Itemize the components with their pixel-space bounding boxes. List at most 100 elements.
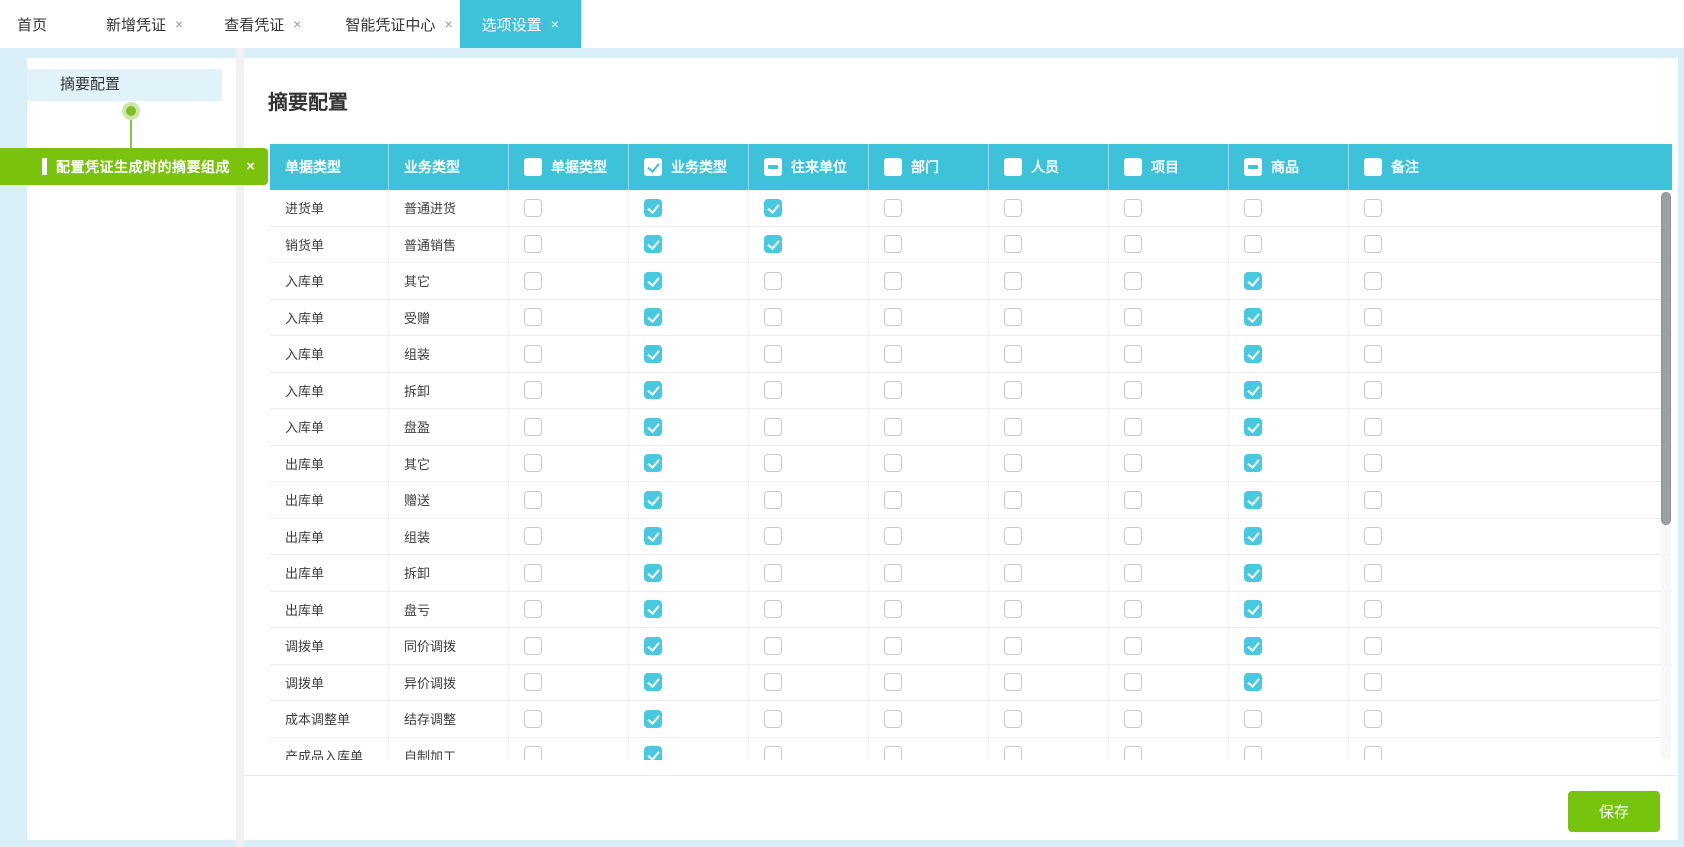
row-checkbox-备注[interactable]	[1364, 490, 1382, 509]
row-checkbox-部门[interactable]	[884, 417, 902, 436]
row-checkbox-备注[interactable]	[1364, 271, 1382, 290]
row-checkbox-业务类型[interactable]	[644, 563, 662, 582]
row-checkbox-备注[interactable]	[1364, 527, 1382, 546]
row-checkbox-往来单位[interactable]	[764, 271, 782, 290]
row-checkbox-备注[interactable]	[1364, 381, 1382, 400]
row-checkbox-往来单位[interactable]	[764, 563, 782, 582]
row-checkbox-商品[interactable]	[1244, 308, 1262, 327]
row-checkbox-项目[interactable]	[1124, 308, 1142, 327]
row-checkbox-单据类型[interactable]	[524, 344, 542, 363]
header-checkbox-项目[interactable]	[1124, 158, 1142, 176]
row-checkbox-部门[interactable]	[884, 600, 902, 619]
row-checkbox-项目[interactable]	[1124, 271, 1142, 290]
row-checkbox-业务类型[interactable]	[644, 490, 662, 509]
row-checkbox-商品[interactable]	[1244, 454, 1262, 473]
row-checkbox-人员[interactable]	[1004, 490, 1022, 509]
row-checkbox-部门[interactable]	[884, 235, 902, 254]
row-checkbox-单据类型[interactable]	[524, 563, 542, 582]
row-checkbox-备注[interactable]	[1364, 198, 1382, 217]
row-checkbox-单据类型[interactable]	[524, 381, 542, 400]
row-checkbox-部门[interactable]	[884, 527, 902, 546]
header-checkbox-部门[interactable]	[884, 158, 902, 176]
tab-选项设置[interactable]: 选项设置 ×	[459, 0, 581, 48]
tab-close-icon[interactable]: ×	[444, 16, 453, 32]
row-checkbox-部门[interactable]	[884, 344, 902, 363]
row-checkbox-商品[interactable]	[1244, 198, 1262, 217]
row-checkbox-往来单位[interactable]	[764, 600, 782, 619]
row-checkbox-项目[interactable]	[1124, 198, 1142, 217]
row-checkbox-往来单位[interactable]	[764, 527, 782, 546]
row-checkbox-人员[interactable]	[1004, 417, 1022, 436]
row-checkbox-人员[interactable]	[1004, 308, 1022, 327]
sidebar-item-summary-config[interactable]: 摘要配置	[27, 69, 222, 101]
row-checkbox-人员[interactable]	[1004, 235, 1022, 254]
row-checkbox-业务类型[interactable]	[644, 271, 662, 290]
row-checkbox-业务类型[interactable]	[644, 673, 662, 692]
row-checkbox-人员[interactable]	[1004, 746, 1022, 760]
row-checkbox-人员[interactable]	[1004, 198, 1022, 217]
row-checkbox-项目[interactable]	[1124, 746, 1142, 760]
row-checkbox-备注[interactable]	[1364, 709, 1382, 728]
row-checkbox-商品[interactable]	[1244, 417, 1262, 436]
row-checkbox-单据类型[interactable]	[524, 271, 542, 290]
row-checkbox-业务类型[interactable]	[644, 454, 662, 473]
row-checkbox-单据类型[interactable]	[524, 417, 542, 436]
row-checkbox-项目[interactable]	[1124, 673, 1142, 692]
row-checkbox-项目[interactable]	[1124, 600, 1142, 619]
row-checkbox-部门[interactable]	[884, 490, 902, 509]
row-checkbox-项目[interactable]	[1124, 344, 1142, 363]
row-checkbox-备注[interactable]	[1364, 454, 1382, 473]
row-checkbox-商品[interactable]	[1244, 600, 1262, 619]
row-checkbox-部门[interactable]	[884, 709, 902, 728]
row-checkbox-部门[interactable]	[884, 271, 902, 290]
row-checkbox-往来单位[interactable]	[764, 381, 782, 400]
row-checkbox-商品[interactable]	[1244, 746, 1262, 760]
header-checkbox-单据类型[interactable]	[524, 158, 542, 176]
row-checkbox-项目[interactable]	[1124, 235, 1142, 254]
row-checkbox-商品[interactable]	[1244, 490, 1262, 509]
row-checkbox-备注[interactable]	[1364, 600, 1382, 619]
row-checkbox-人员[interactable]	[1004, 673, 1022, 692]
tab-close-icon[interactable]: ×	[550, 16, 559, 32]
row-checkbox-业务类型[interactable]	[644, 235, 662, 254]
row-checkbox-人员[interactable]	[1004, 271, 1022, 290]
row-checkbox-人员[interactable]	[1004, 454, 1022, 473]
row-checkbox-单据类型[interactable]	[524, 235, 542, 254]
row-checkbox-往来单位[interactable]	[764, 344, 782, 363]
row-checkbox-备注[interactable]	[1364, 636, 1382, 655]
row-checkbox-往来单位[interactable]	[764, 417, 782, 436]
row-checkbox-项目[interactable]	[1124, 417, 1142, 436]
row-checkbox-人员[interactable]	[1004, 344, 1022, 363]
row-checkbox-备注[interactable]	[1364, 673, 1382, 692]
row-checkbox-部门[interactable]	[884, 454, 902, 473]
header-checkbox-商品[interactable]	[1244, 158, 1262, 176]
row-checkbox-往来单位[interactable]	[764, 454, 782, 473]
row-checkbox-业务类型[interactable]	[644, 636, 662, 655]
row-checkbox-项目[interactable]	[1124, 490, 1142, 509]
row-checkbox-项目[interactable]	[1124, 709, 1142, 728]
row-checkbox-业务类型[interactable]	[644, 709, 662, 728]
row-checkbox-单据类型[interactable]	[524, 454, 542, 473]
row-checkbox-往来单位[interactable]	[764, 490, 782, 509]
row-checkbox-往来单位[interactable]	[764, 746, 782, 760]
header-checkbox-往来单位[interactable]	[764, 158, 782, 176]
row-checkbox-备注[interactable]	[1364, 235, 1382, 254]
row-checkbox-备注[interactable]	[1364, 746, 1382, 760]
row-checkbox-商品[interactable]	[1244, 344, 1262, 363]
row-checkbox-部门[interactable]	[884, 198, 902, 217]
row-checkbox-商品[interactable]	[1244, 709, 1262, 728]
tab-close-icon[interactable]: ×	[175, 16, 184, 32]
row-checkbox-往来单位[interactable]	[764, 198, 782, 217]
row-checkbox-商品[interactable]	[1244, 673, 1262, 692]
row-checkbox-部门[interactable]	[884, 673, 902, 692]
row-checkbox-商品[interactable]	[1244, 527, 1262, 546]
vertical-scrollbar-thumb[interactable]	[1661, 192, 1671, 525]
row-checkbox-商品[interactable]	[1244, 563, 1262, 582]
row-checkbox-项目[interactable]	[1124, 381, 1142, 400]
row-checkbox-项目[interactable]	[1124, 636, 1142, 655]
row-checkbox-部门[interactable]	[884, 308, 902, 327]
row-checkbox-业务类型[interactable]	[644, 344, 662, 363]
row-checkbox-部门[interactable]	[884, 563, 902, 582]
header-checkbox-人员[interactable]	[1004, 158, 1022, 176]
row-checkbox-部门[interactable]	[884, 636, 902, 655]
